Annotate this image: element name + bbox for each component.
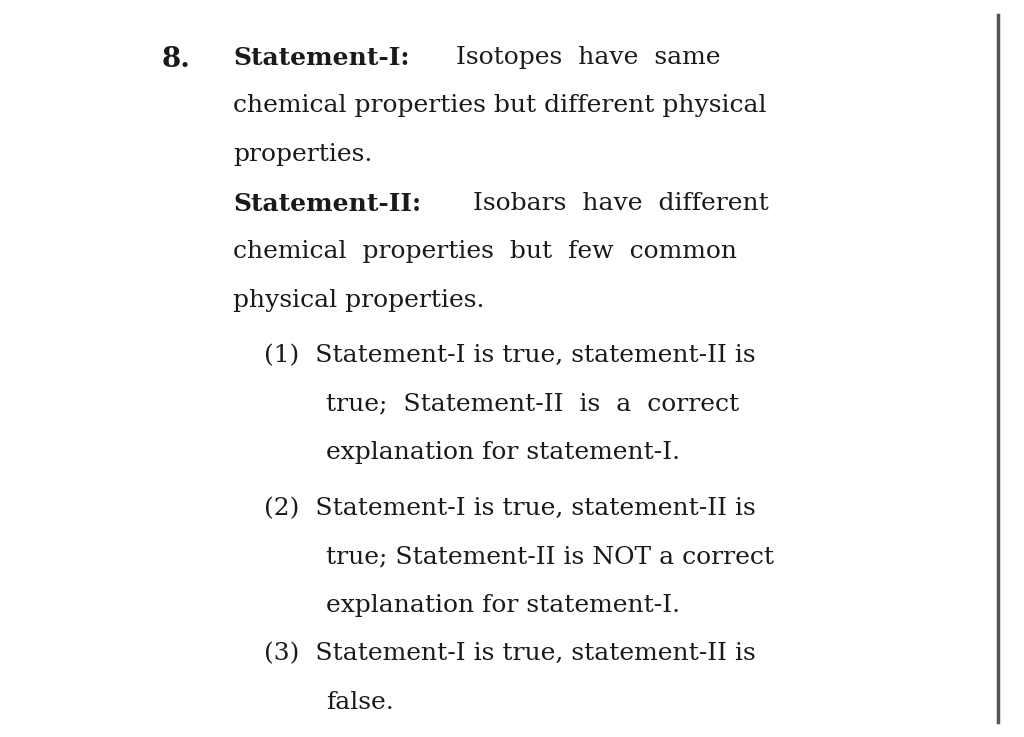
Text: properties.: properties. [233,143,373,166]
Text: (3)  Statement-I is true, statement-II is: (3) Statement-I is true, statement-II is [264,643,756,666]
Text: explanation for statement-I.: explanation for statement-I. [326,594,680,617]
Text: Statement-II:: Statement-II: [233,192,422,216]
Text: Statement-I:: Statement-I: [233,46,410,70]
Text: 8.: 8. [162,46,190,73]
Text: explanation for statement-I.: explanation for statement-I. [326,441,680,464]
Text: true;  Statement-II  is  a  correct: true; Statement-II is a correct [326,393,738,416]
Text: true; Statement-II is NOT a correct: true; Statement-II is NOT a correct [326,545,774,568]
Text: (2)  Statement-I is true, statement-II is: (2) Statement-I is true, statement-II is [264,497,756,520]
Text: Isotopes  have  same: Isotopes have same [456,46,720,69]
Text: chemical  properties  but  few  common: chemical properties but few common [233,240,737,263]
Text: physical properties.: physical properties. [233,289,485,312]
Text: false.: false. [326,691,393,714]
Text: chemical properties but different physical: chemical properties but different physic… [233,94,767,117]
Text: Isobars  have  different: Isobars have different [473,192,769,214]
Text: (1)  Statement-I is true, statement-II is: (1) Statement-I is true, statement-II is [264,344,756,367]
